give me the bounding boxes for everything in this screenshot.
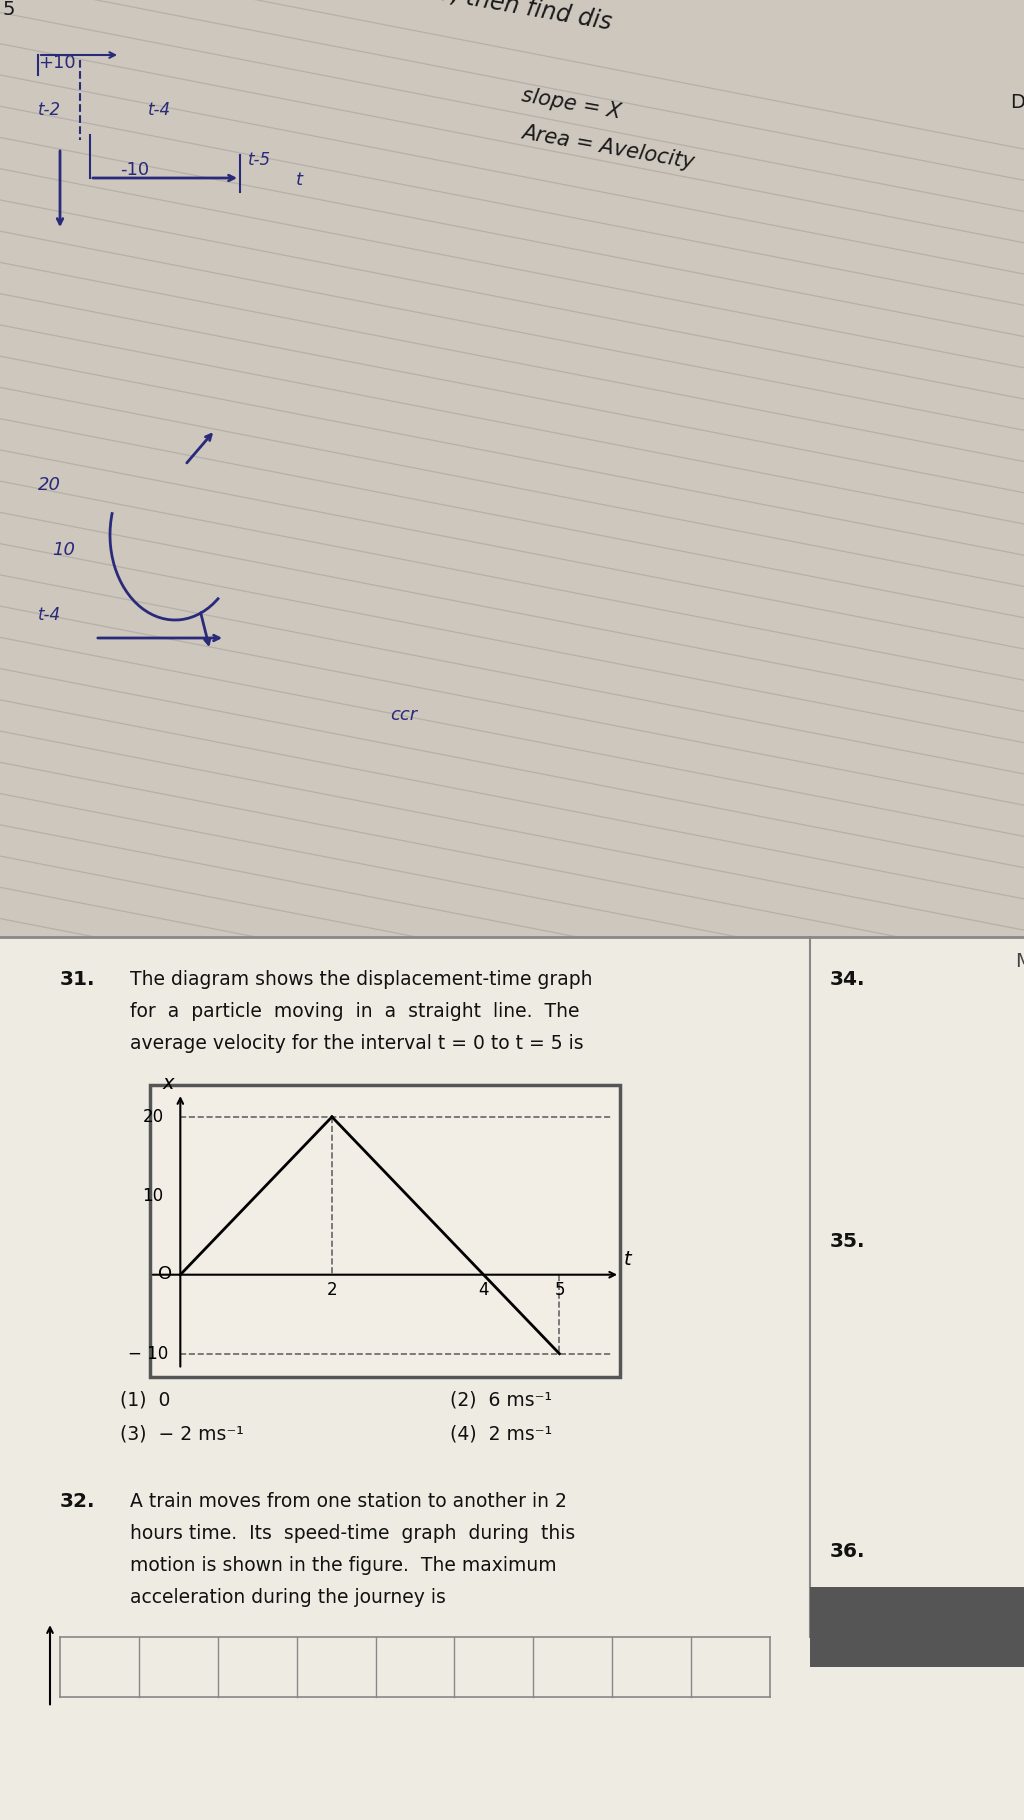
Text: 10: 10 [52,541,75,559]
Bar [150,1085,620,1378]
Text: 5: 5 [554,1281,565,1299]
Text: 32.: 32. [60,1492,95,1511]
Text: t: t [296,171,303,189]
Text: ccr: ccr [390,706,417,724]
Text: (3)  − 2 ms⁻¹: (3) − 2 ms⁻¹ [120,1425,244,1443]
Text: t-5: t-5 [248,151,271,169]
Text: hours time.  Its  speed-time  graph  during  this: hours time. Its speed-time graph during … [130,1525,575,1543]
Text: t-4: t-4 [148,100,171,118]
Text: -10: -10 [120,160,150,178]
Text: +10: +10 [38,55,76,73]
Text: for  a  particle  moving  in  a  straight  line.  The: for a particle moving in a straight line… [130,1003,580,1021]
Text: t-2: t-2 [38,100,61,118]
Text: 36.: 36. [830,1542,865,1562]
Text: 10: 10 [142,1187,164,1205]
Text: 31.: 31. [60,970,95,990]
Text: A train moves from one station to another in 2: A train moves from one station to anothe… [130,1492,567,1511]
Text: motion is shown in the figure.  The maximum: motion is shown in the figure. The maxim… [130,1556,557,1576]
Text: 34.: 34. [830,970,865,990]
Bar [810,1587,1024,1667]
Bar [0,937,1024,1820]
Text: t-4: t-4 [38,606,61,624]
Text: 20: 20 [38,477,61,493]
Text: O: O [159,1265,172,1283]
Text: 35.: 35. [830,1232,865,1252]
Text: average velocity for the interval t = 0 to t = 5 is: average velocity for the interval t = 0 … [130,1034,584,1054]
Bar [0,0,1024,937]
Text: (1)  0: (1) 0 [120,1390,170,1409]
Text: 2: 2 [327,1281,338,1299]
Text: (2)  6 ms⁻¹: (2) 6 ms⁻¹ [450,1390,552,1409]
Text: The diagram shows the displacement-time graph: The diagram shows the displacement-time … [130,970,593,990]
Text: M: M [1015,952,1024,972]
Text: Area = Avelocity: Area = Avelocity [520,122,696,173]
Text: (4)  2 ms⁻¹: (4) 2 ms⁻¹ [450,1425,552,1443]
Text: slope = X: slope = X [520,86,623,122]
Text: acceleration during the journey is: acceleration during the journey is [130,1589,445,1607]
Text: x: x [163,1074,174,1094]
Text: t: t [624,1250,632,1269]
Text: D: D [1010,93,1024,113]
Text: 4: 4 [478,1281,489,1299]
Text: − 10: − 10 [128,1345,169,1363]
Text: 20: 20 [142,1108,164,1127]
Text: velocity is 0, then find dis: velocity is 0, then find dis [310,0,613,35]
Text: 5: 5 [2,0,14,18]
